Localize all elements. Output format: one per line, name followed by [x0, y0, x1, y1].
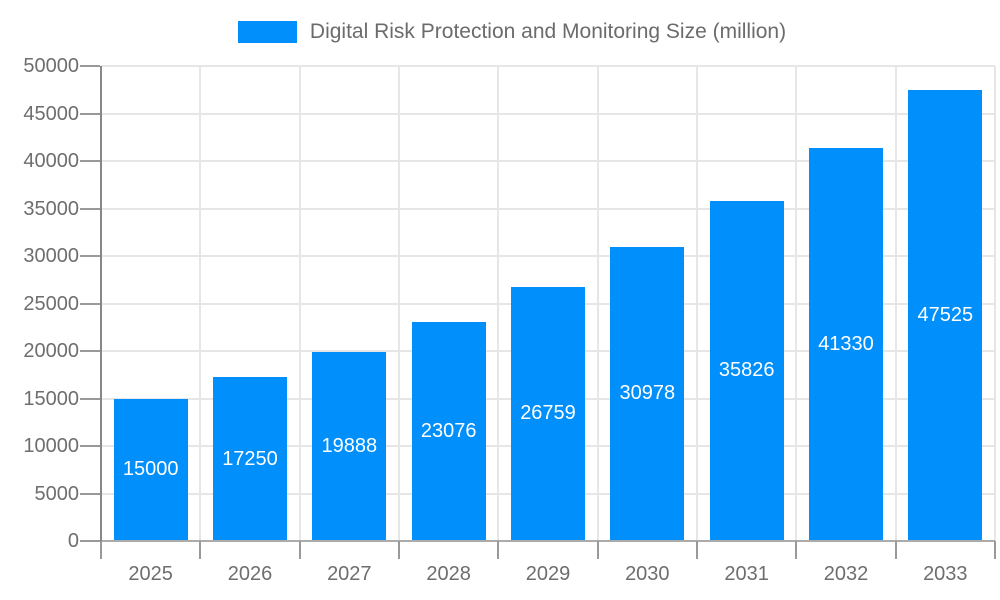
x-tick: [795, 541, 798, 559]
x-axis-label: 2031: [724, 563, 769, 585]
gridline-vertical: [298, 66, 301, 541]
gridline-vertical: [199, 66, 202, 541]
x-tick: [199, 541, 202, 559]
y-axis-label: 15000: [23, 387, 79, 410]
legend-label: Digital Risk Protection and Monitoring S…: [309, 20, 787, 43]
bar-value-label: 30978: [619, 382, 676, 405]
y-axis-label: 45000: [23, 102, 79, 125]
y-tick: [80, 112, 100, 115]
bar: 19888: [312, 352, 387, 541]
bar-value-label: 17250: [222, 447, 278, 470]
gridline-vertical: [894, 66, 897, 541]
y-axis-label: 0: [67, 530, 79, 552]
y-tick: [80, 65, 100, 67]
x-tick: [298, 541, 301, 559]
y-axis-label: 40000: [23, 150, 79, 172]
bar: 35826: [709, 200, 784, 541]
x-tick: [994, 541, 996, 559]
y-tick: [80, 207, 100, 210]
bar-value-label: 15000: [122, 458, 179, 481]
y-axis-label: 5000: [34, 482, 80, 505]
y-axis-label: 25000: [23, 292, 79, 315]
y-tick: [80, 540, 100, 542]
bar: 26759: [511, 286, 585, 541]
gridline-vertical: [696, 66, 698, 541]
y-tick: [80, 397, 100, 400]
y-axis-line: [100, 66, 102, 541]
bar: 17250: [213, 377, 287, 541]
x-axis-label: 2027: [327, 563, 372, 585]
x-baseline: [101, 540, 995, 542]
legend[interactable]: Digital Risk Protection and Monitoring S…: [24, 17, 1000, 47]
x-axis-label: 2028: [426, 563, 471, 585]
bar: 41330: [809, 148, 883, 541]
y-axis-label: 10000: [23, 435, 79, 457]
y-axis-label: 20000: [23, 340, 79, 362]
legend-swatch: [237, 21, 297, 43]
y-tick: [80, 492, 100, 495]
bar: 23076: [411, 321, 486, 541]
x-axis-label: 2025: [128, 563, 173, 585]
bar-value-label: 26759: [520, 402, 576, 425]
x-tick: [497, 541, 500, 559]
x-axis-label: 2026: [227, 563, 273, 585]
bar: 15000: [113, 398, 188, 541]
gridline-vertical: [497, 66, 500, 541]
bar-value-label: 41330: [818, 333, 874, 356]
x-tick: [696, 541, 698, 559]
gridline-horizontal: [101, 65, 995, 67]
bar-value-label: 19888: [321, 435, 378, 458]
y-tick: [80, 350, 100, 352]
y-tick: [80, 160, 100, 162]
y-axis-label: 30000: [23, 245, 79, 267]
gridline-vertical: [994, 66, 996, 541]
x-tick: [100, 541, 102, 559]
bar: 30978: [610, 246, 685, 541]
x-axis-label: 2029: [525, 563, 571, 585]
x-tick: [398, 541, 400, 559]
bar-value-label: 47525: [917, 303, 974, 326]
bar-value-label: 35826: [718, 359, 775, 382]
x-axis-label: 2032: [823, 563, 869, 585]
y-tick: [80, 255, 100, 257]
x-tick: [596, 541, 599, 559]
y-tick: [80, 302, 100, 305]
x-tick: [894, 541, 897, 559]
bar-value-label: 23076: [420, 419, 477, 442]
y-axis-label: 35000: [23, 197, 79, 220]
gridline-vertical: [795, 66, 798, 541]
bar: 47525: [908, 89, 983, 541]
gridline-vertical: [596, 66, 599, 541]
gridline-horizontal: [101, 255, 995, 257]
gridline-horizontal: [101, 160, 995, 162]
gridline-vertical: [398, 66, 400, 541]
x-axis-label: 2033: [923, 563, 968, 585]
y-tick: [80, 445, 100, 447]
x-axis-label: 2030: [625, 563, 670, 585]
gridline-horizontal: [101, 112, 995, 115]
gridline-horizontal: [101, 207, 995, 210]
y-axis-label: 50000: [23, 55, 79, 77]
